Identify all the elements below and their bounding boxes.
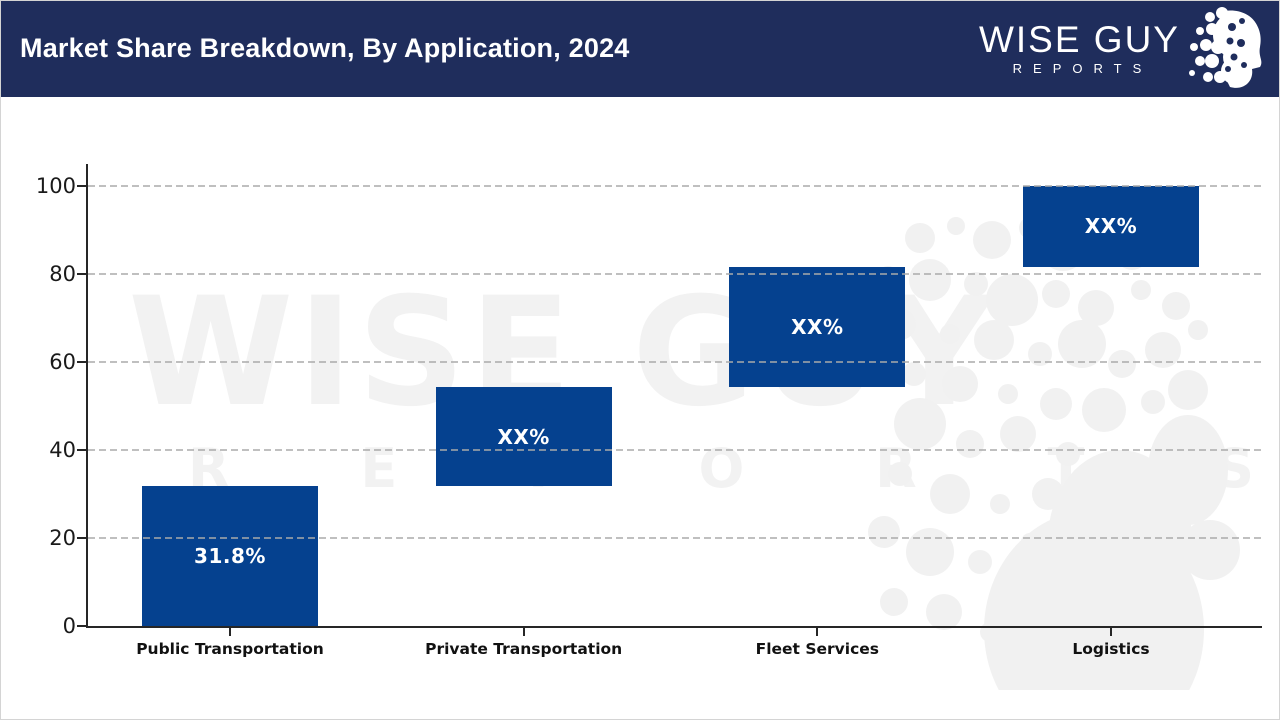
y-tick-mark-80 bbox=[77, 273, 86, 275]
bar-value-label-3: XX% bbox=[791, 315, 844, 339]
bar-value-label-2: XX% bbox=[497, 424, 550, 449]
y-tick-mark-40 bbox=[77, 449, 86, 451]
y-tick-label-80: 80 bbox=[49, 262, 76, 286]
x-axis-spine bbox=[86, 626, 1262, 628]
page-title: Market Share Breakdown, By Application, … bbox=[20, 33, 630, 63]
x-tick-mark-1 bbox=[229, 628, 231, 636]
brand-logo: WISE GUY REPORTS bbox=[979, 5, 1280, 93]
brand-subname: REPORTS bbox=[1012, 61, 1153, 76]
bar-value-label-1: 31.8% bbox=[194, 544, 266, 569]
category-label-3: Fleet Services bbox=[755, 640, 880, 658]
category-label-2: Private Transportation bbox=[425, 640, 623, 658]
x-tick-mark-3 bbox=[816, 628, 819, 636]
x-tick-mark-2 bbox=[522, 628, 525, 636]
head-profile-dots-icon bbox=[1189, 6, 1262, 88]
header-banner: Market Share Breakdown, By Application, … bbox=[0, 0, 1280, 97]
bar-value-label-4: XX% bbox=[1084, 214, 1138, 239]
gridline-20 bbox=[88, 537, 1262, 539]
y-axis-spine bbox=[86, 164, 88, 628]
bar-1: 31.8% bbox=[142, 486, 318, 626]
y-tick-label-60: 60 bbox=[49, 350, 76, 374]
chart-plot-area: 0 20 40 60 80 100 31.8% Public Transportation XX… bbox=[0, 97, 1280, 720]
gridline-60 bbox=[88, 361, 1262, 363]
y-tick-mark-100 bbox=[77, 185, 86, 187]
gridline-40 bbox=[88, 449, 1262, 451]
y-tick-label-0: 0 bbox=[62, 614, 76, 638]
gridline-100 bbox=[88, 185, 1262, 187]
y-tick-label-20: 20 bbox=[49, 526, 76, 550]
y-tick-mark-20 bbox=[77, 537, 86, 539]
brand-logo-text: WISE GUY REPORTS bbox=[979, 21, 1180, 76]
brand-name: WISE GUY bbox=[978, 19, 1180, 60]
gridline-80 bbox=[88, 273, 1262, 275]
bar-3: XX% bbox=[729, 266, 906, 388]
y-tick-label-40: 40 bbox=[49, 438, 76, 462]
bar-4: XX% bbox=[1023, 186, 1199, 267]
x-tick-mark-4 bbox=[1110, 628, 1112, 636]
bar-2: XX% bbox=[435, 387, 612, 487]
y-tick-mark-60 bbox=[77, 361, 86, 363]
category-label-1: Public Transportation bbox=[136, 640, 324, 658]
category-label-4: Logistics bbox=[1072, 640, 1150, 658]
y-tick-label-100: 100 bbox=[35, 174, 76, 198]
y-tick-mark-0 bbox=[77, 625, 86, 627]
